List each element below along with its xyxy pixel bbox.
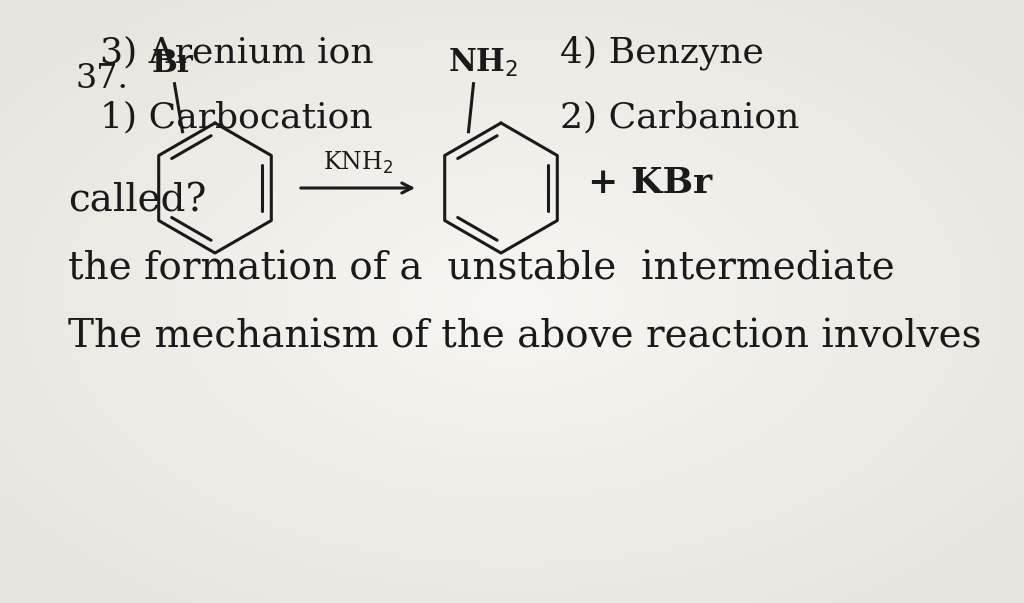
Text: 37.: 37. [75, 63, 128, 95]
Text: 2) Carbanion: 2) Carbanion [560, 101, 800, 134]
Text: NH$_2$: NH$_2$ [449, 46, 519, 79]
Text: The mechanism of the above reaction involves: The mechanism of the above reaction invo… [68, 318, 981, 355]
Text: + KBr: + KBr [588, 166, 712, 200]
Text: Br: Br [152, 48, 194, 79]
Text: called?: called? [68, 182, 207, 219]
Text: KNH$_2$: KNH$_2$ [323, 150, 393, 176]
Text: the formation of a  unstable  intermediate: the formation of a unstable intermediate [68, 250, 895, 287]
Text: 3) Arenium ion: 3) Arenium ion [100, 36, 374, 70]
Text: 1) Carbocation: 1) Carbocation [100, 101, 373, 134]
Text: 4) Benzyne: 4) Benzyne [560, 36, 764, 71]
